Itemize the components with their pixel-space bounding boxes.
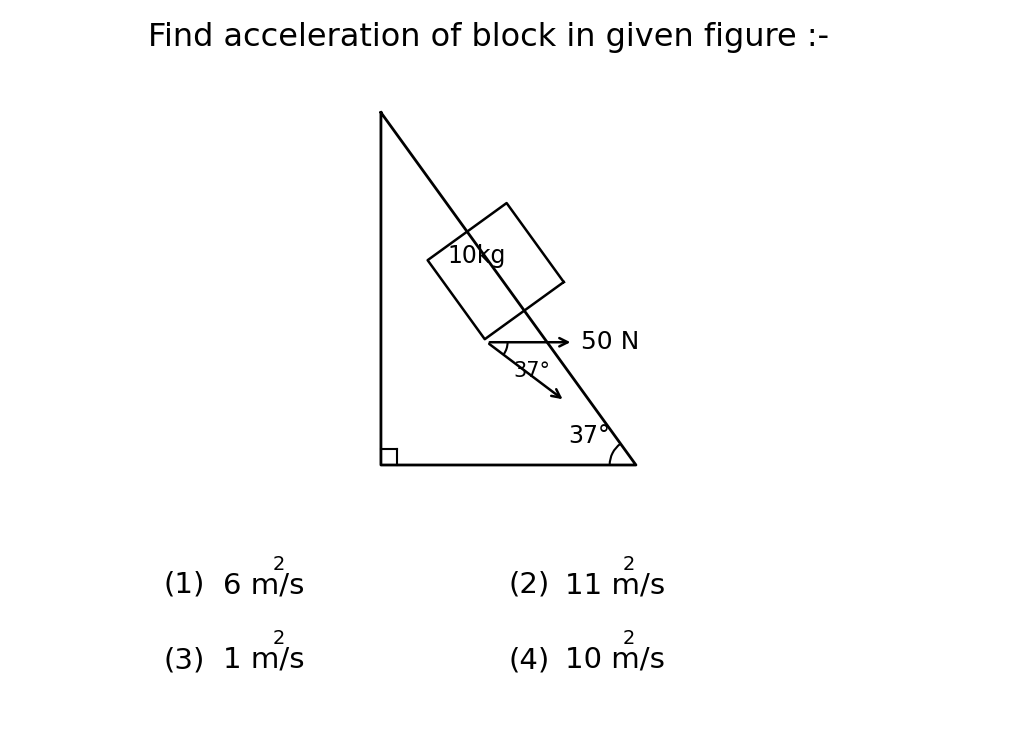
Text: (2): (2) [509, 571, 550, 599]
Text: 37°: 37° [567, 424, 609, 448]
Text: 50 N: 50 N [581, 330, 639, 354]
Text: 2: 2 [272, 554, 285, 574]
Text: 10kg: 10kg [447, 244, 506, 268]
Text: 1 m/s: 1 m/s [223, 646, 305, 674]
Text: 6 m/s: 6 m/s [223, 571, 305, 599]
Text: Find acceleration of block in given figure :-: Find acceleration of block in given figu… [148, 22, 829, 53]
Text: (4): (4) [509, 646, 550, 674]
Text: (1): (1) [164, 571, 205, 599]
Text: 2: 2 [623, 629, 635, 649]
Text: 2: 2 [623, 554, 635, 574]
Text: (3): (3) [164, 646, 205, 674]
Text: 10 m/s: 10 m/s [564, 646, 665, 674]
Text: 2: 2 [272, 629, 285, 649]
Text: 37°: 37° [514, 361, 551, 381]
Text: 11 m/s: 11 m/s [564, 571, 665, 599]
